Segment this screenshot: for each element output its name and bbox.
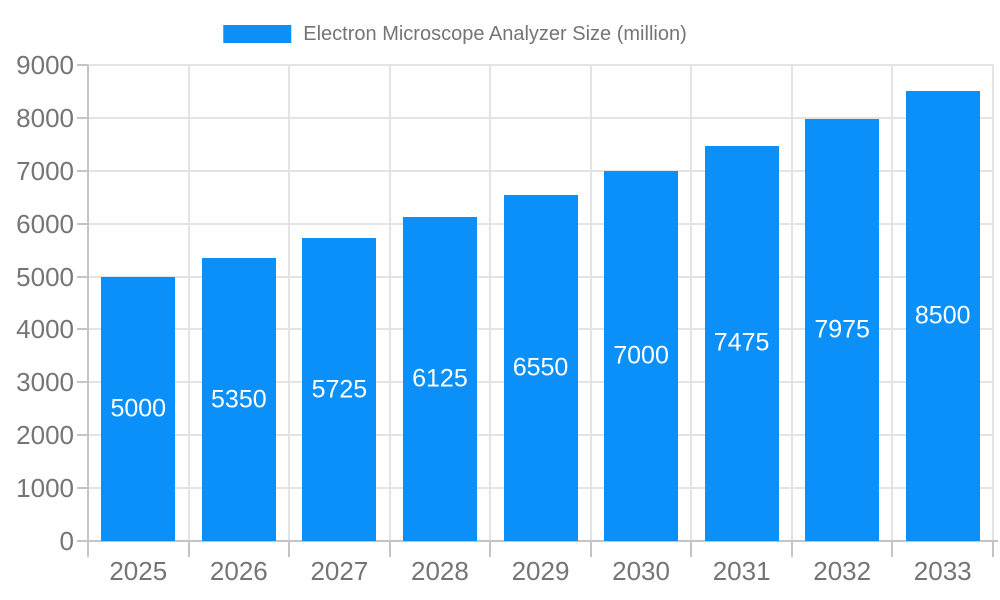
x-axis-tick-label: 2030: [612, 556, 670, 586]
y-axis-tick: [77, 540, 88, 542]
gridline-horizontal: [88, 64, 993, 66]
legend-label: Electron Microscope Analyzer Size (milli…: [303, 22, 687, 45]
y-axis-tick-label: 9000: [16, 50, 74, 80]
gridline-vertical: [187, 65, 190, 541]
x-axis-tick-label: 2031: [712, 556, 771, 586]
y-axis-tick-label: 1000: [16, 473, 74, 504]
bar-2030[interactable]: [604, 170, 679, 541]
x-axis-tick: [589, 542, 592, 557]
bar-2028[interactable]: [402, 217, 477, 541]
y-axis-tick-label: 6000: [16, 208, 74, 239]
bar-2032[interactable]: [805, 119, 880, 541]
gridline-vertical: [489, 65, 492, 541]
gridline-vertical: [690, 65, 693, 541]
y-axis-tick-label: 8000: [16, 102, 74, 133]
y-axis-tick: [77, 381, 88, 384]
gridline-vertical: [790, 65, 793, 541]
x-axis-tick: [690, 542, 693, 557]
legend[interactable]: Electron Microscope Analyzer Size (milli…: [223, 19, 687, 49]
gridline-horizontal: [88, 169, 993, 172]
gridline-vertical: [992, 65, 994, 541]
y-axis-tick: [77, 64, 88, 66]
gridline-vertical: [288, 65, 291, 541]
x-axis-tick: [288, 542, 291, 557]
gridline-horizontal: [88, 116, 993, 119]
x-axis-tick-label: 2025: [109, 556, 168, 586]
x-axis-tick-label: 2029: [511, 556, 570, 586]
x-axis-tick: [87, 542, 89, 557]
x-axis-tick: [187, 542, 190, 557]
gridline-vertical: [589, 65, 592, 541]
y-axis-tick-label: 7000: [16, 155, 74, 186]
y-axis-tick: [77, 116, 88, 119]
x-axis-tick-label: 2027: [310, 556, 369, 586]
y-axis-tick: [77, 328, 88, 331]
x-axis-tick-label: 2028: [411, 556, 469, 586]
y-axis-line: [87, 65, 89, 541]
y-axis-tick: [77, 487, 88, 490]
x-axis-tick: [992, 542, 994, 557]
gridline-vertical: [388, 65, 391, 541]
x-axis-tick-label: 2026: [209, 556, 268, 586]
x-axis-tick: [891, 542, 894, 557]
bar-2031[interactable]: [704, 145, 779, 541]
y-axis-tick: [77, 222, 88, 225]
y-axis-tick: [77, 275, 88, 278]
bar-2026[interactable]: [201, 258, 276, 541]
x-axis-tick: [790, 542, 793, 557]
y-axis-tick: [77, 434, 88, 437]
y-axis-tick-label: 3000: [16, 367, 74, 398]
x-axis-tick-label: 2033: [913, 556, 972, 586]
bar-2033[interactable]: [905, 91, 980, 541]
legend-swatch: [223, 25, 292, 43]
gridline-vertical: [891, 65, 894, 541]
y-axis-tick-label: 4000: [16, 314, 74, 345]
bar-2027[interactable]: [302, 238, 377, 541]
x-axis-tick: [388, 542, 391, 557]
y-axis-tick-label: 2000: [16, 420, 74, 451]
y-axis-tick: [77, 169, 88, 172]
y-axis-tick-label: 5000: [16, 261, 74, 292]
x-axis-tick: [489, 542, 492, 557]
bar-2029[interactable]: [503, 194, 578, 541]
y-axis-tick-label: 0: [59, 526, 74, 556]
bar-2025[interactable]: [101, 276, 176, 541]
x-axis-line: [86, 540, 998, 542]
x-axis-tick-label: 2032: [813, 556, 872, 586]
